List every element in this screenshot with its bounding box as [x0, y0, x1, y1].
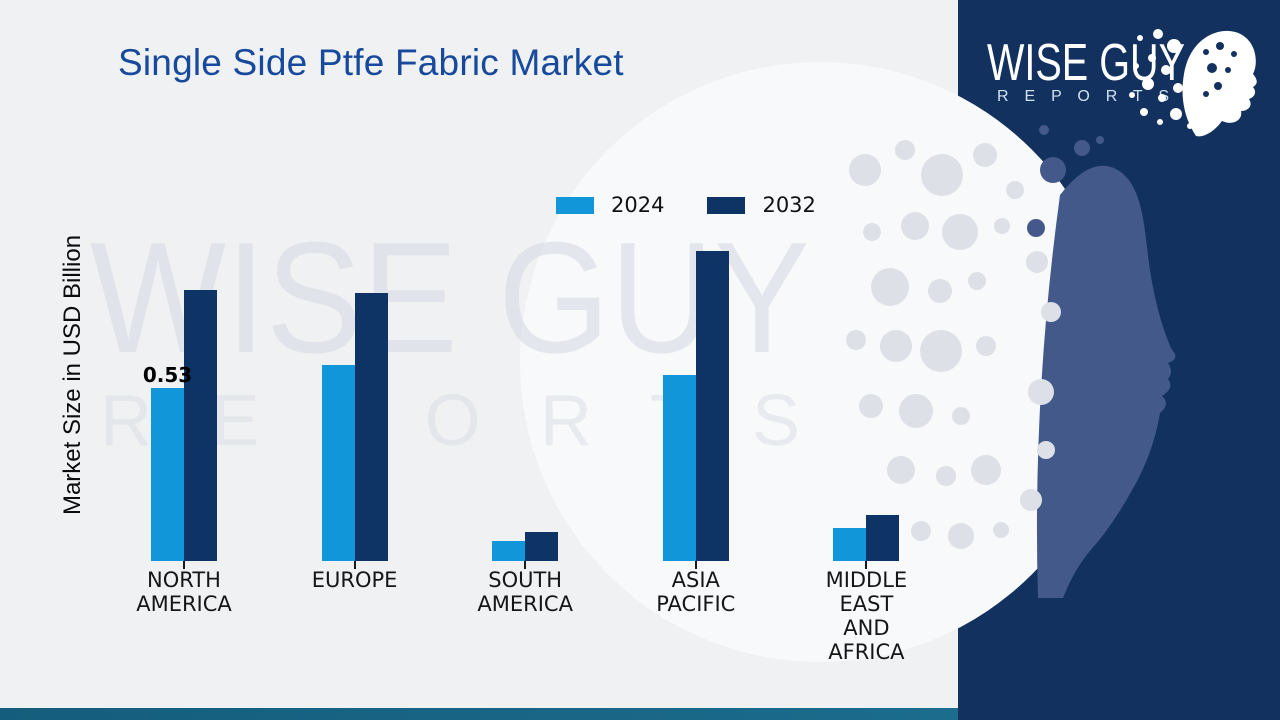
decor-face-silhouette — [1036, 165, 1176, 598]
x-axis-tick — [865, 561, 868, 569]
category-label: EUROPE — [311, 568, 398, 592]
decor-face-dots — [1027, 125, 1104, 371]
x-axis-tick — [694, 561, 697, 569]
bar-2032-europe — [354, 293, 388, 561]
logo-sub-text: R E P O R T S — [997, 88, 1169, 105]
legend-swatch-2024 — [556, 197, 594, 214]
bar-2024-middle-east-and-africa — [833, 528, 867, 561]
category-label: ASIA PACIFIC — [656, 568, 736, 616]
bar-2024-asia-pacific — [662, 375, 696, 561]
y-axis-label: Market Size in USD Billion — [59, 234, 86, 516]
category-label: SOUTH AMERICA — [477, 568, 573, 616]
bar-2024-north-america — [151, 388, 184, 561]
x-axis-tick — [353, 561, 356, 569]
logo-white-dots — [1129, 29, 1193, 129]
legend-label-2024: 2024 — [611, 193, 665, 217]
bar-2032-south-america — [525, 532, 559, 561]
bar-2024-south-america — [492, 541, 526, 561]
bar-2024-europe — [321, 365, 355, 561]
x-axis-tick — [524, 561, 527, 569]
bar-value-label: 0.53 — [142, 363, 193, 387]
legend-label-2032: 2032 — [762, 193, 816, 217]
legend-swatch-2032 — [707, 197, 746, 214]
category-label: MIDDLE EAST AND AFRICA — [825, 568, 908, 664]
legend: 2024 2032 — [556, 195, 816, 216]
category-label: NORTH AMERICA — [136, 568, 232, 616]
watermark-dots — [846, 140, 1061, 549]
bar-2032-asia-pacific — [695, 251, 729, 561]
logo-brain-dots — [1203, 42, 1237, 97]
logo-brand-text: WISE GUY — [987, 34, 1185, 92]
x-axis-tick — [183, 561, 185, 569]
bar-2032-north-america — [184, 290, 217, 561]
bar-2032-middle-east-and-africa — [866, 515, 900, 561]
chart-title: Single Side Ptfe Fabric Market — [118, 42, 624, 83]
